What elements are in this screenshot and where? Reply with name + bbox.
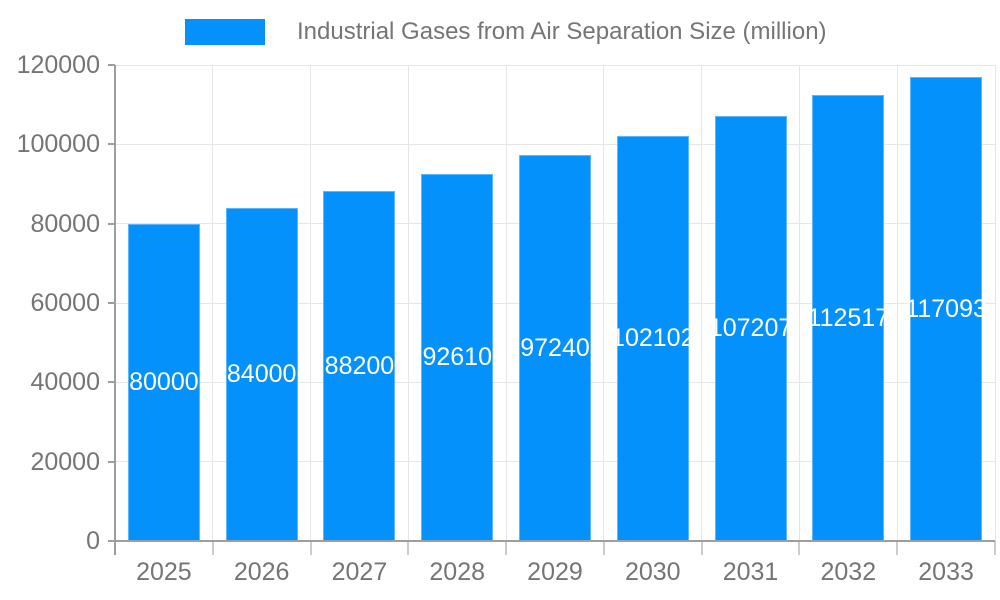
bar[interactable] [812, 94, 885, 541]
y-axis-label: 0 [86, 527, 100, 555]
x-axis-label: 2032 [820, 558, 877, 586]
y-axis-tick [108, 381, 115, 384]
x-axis-tick [994, 541, 996, 555]
x-axis-tick [602, 541, 605, 555]
gridline-horizontal [115, 143, 995, 145]
gridline-vertical [701, 65, 703, 541]
x-axis-tick [700, 541, 703, 555]
bar[interactable] [323, 191, 396, 541]
x-axis-tick [896, 541, 899, 555]
y-axis-label: 100000 [16, 130, 100, 159]
x-axis-tick [211, 541, 214, 555]
legend: Industrial Gases from Air Separation Siz… [185, 18, 827, 46]
y-axis-label: 40000 [30, 368, 100, 397]
x-axis-tick [798, 541, 801, 555]
gridline-horizontal [115, 64, 995, 66]
y-axis-tick [108, 460, 115, 463]
y-axis-tick [108, 222, 115, 225]
y-axis-tick [108, 540, 115, 542]
legend-swatch [185, 19, 265, 45]
chart-title: Industrial Gases from Air Separation Siz… [297, 18, 827, 45]
bar[interactable] [421, 173, 494, 541]
bar[interactable] [127, 223, 200, 541]
x-axis-label: 2025 [136, 558, 192, 586]
x-axis-label: 2028 [429, 558, 486, 586]
gridline-vertical [212, 65, 214, 541]
x-axis-label: 2026 [233, 558, 290, 586]
bar[interactable] [519, 155, 591, 541]
y-axis-label: 120000 [16, 51, 100, 79]
gridline-vertical [407, 65, 409, 541]
gridline-vertical [310, 65, 312, 541]
bar[interactable] [225, 207, 298, 541]
x-axis-label: 2031 [722, 558, 779, 586]
y-axis-line [114, 65, 116, 555]
x-axis-tick [505, 541, 508, 555]
bar[interactable] [910, 76, 983, 541]
x-axis-tick [309, 541, 312, 555]
x-axis-label: 2027 [331, 558, 388, 586]
y-axis-tick [108, 302, 115, 304]
gridline-vertical [603, 65, 605, 541]
y-axis-label: 20000 [30, 447, 100, 476]
y-axis-label: 60000 [30, 289, 100, 317]
gridline-vertical [798, 65, 800, 541]
y-axis-tick [108, 64, 115, 66]
gridline-vertical [896, 65, 898, 541]
x-axis-tick [407, 541, 410, 555]
x-axis-label: 2029 [527, 558, 583, 586]
x-axis-line [114, 540, 995, 542]
bar[interactable] [616, 135, 689, 541]
y-axis-label: 80000 [30, 209, 100, 238]
bar[interactable] [714, 115, 787, 541]
y-axis-tick [108, 143, 115, 146]
x-axis-label: 2033 [918, 558, 974, 586]
gridline-vertical [505, 65, 507, 541]
gridline-vertical [994, 65, 996, 541]
x-axis-label: 2030 [624, 558, 681, 586]
